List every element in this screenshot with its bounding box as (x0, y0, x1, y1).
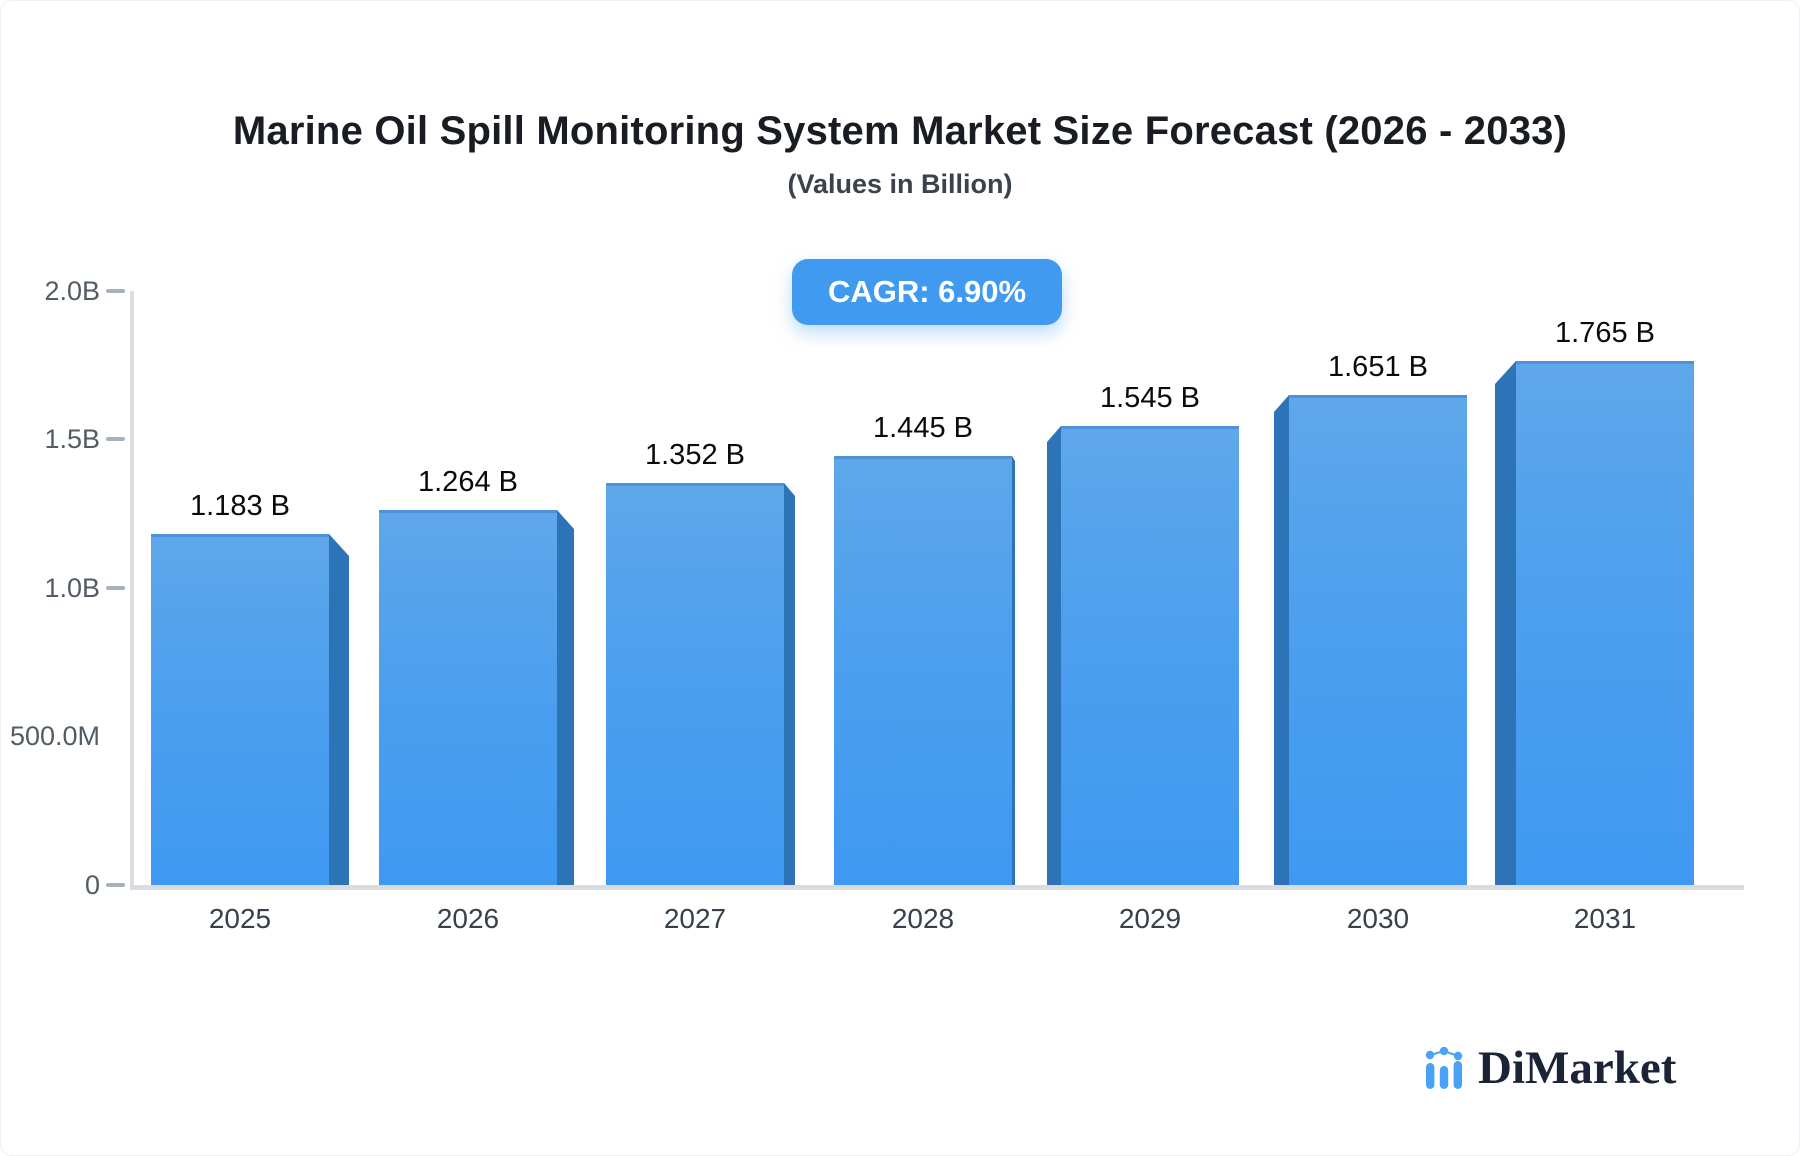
bar-value-label: 1.264 B (418, 466, 518, 498)
bar-front-face-2029 (1061, 426, 1239, 885)
y-tick-label: 2.0B (44, 276, 100, 306)
bar-front-face-2028 (834, 456, 1012, 885)
bar-side-face-2027 (784, 483, 795, 885)
x-axis-label: 2030 (1346, 903, 1410, 934)
chart-title: Marine Oil Spill Monitoring System Marke… (232, 109, 1568, 153)
bar-side-face-2031 (1495, 361, 1516, 885)
bar-side-face-2030 (1274, 395, 1289, 885)
x-axis-label: 2028 (891, 903, 955, 934)
bar-front-face-2026 (379, 510, 557, 885)
y-tick-label: 1.5B (44, 424, 100, 454)
bar-front-face-2031 (1516, 361, 1694, 885)
y-tick-dash (106, 883, 125, 887)
bar-value-label: 1.765 B (1555, 317, 1655, 349)
y-tick-dash (106, 586, 125, 590)
x-axis-line (130, 885, 1744, 890)
cagr-badge-label: CAGR: 6.90% (827, 274, 1027, 309)
y-tick-label: 0 (84, 870, 100, 900)
y-axis-line (130, 291, 134, 890)
x-axis-label: 2031 (1573, 903, 1637, 934)
bar-side-face-2029 (1047, 426, 1061, 885)
x-axis-label: 2029 (1118, 903, 1182, 934)
bar-front-face-2025 (151, 534, 329, 885)
bar-value-label: 1.651 B (1328, 351, 1428, 383)
chart-subtitle: (Values in Billion) (787, 169, 1013, 199)
bar-value-label: 1.445 B (873, 412, 973, 444)
bar-front-face-2027 (606, 483, 784, 885)
y-tick-label: 1.0B (44, 573, 100, 603)
y-tick-label: 500.0M (9, 721, 100, 751)
bar-side-face-2026 (557, 510, 574, 885)
x-axis-label: 2025 (208, 903, 272, 934)
x-axis-label: 2027 (663, 903, 727, 934)
y-tick-dash (106, 289, 125, 293)
bar-front-face-2030 (1289, 395, 1467, 885)
x-axis-label: 2026 (436, 903, 500, 934)
y-tick-dash (106, 437, 125, 441)
bar-side-face-2028 (1012, 456, 1015, 885)
cagr-badge: CAGR: 6.90% (792, 259, 1062, 325)
dimarket-logo-icon (1425, 1047, 1463, 1089)
brand-logo: DiMarket (1423, 1041, 1676, 1095)
bar-value-label: 1.352 B (645, 439, 745, 471)
bar-side-face-2025 (329, 534, 349, 885)
bar-value-label: 1.183 B (190, 490, 290, 522)
dimarket-logo-text: DiMarket (1478, 1042, 1677, 1094)
bar-value-label: 1.545 B (1100, 382, 1200, 414)
